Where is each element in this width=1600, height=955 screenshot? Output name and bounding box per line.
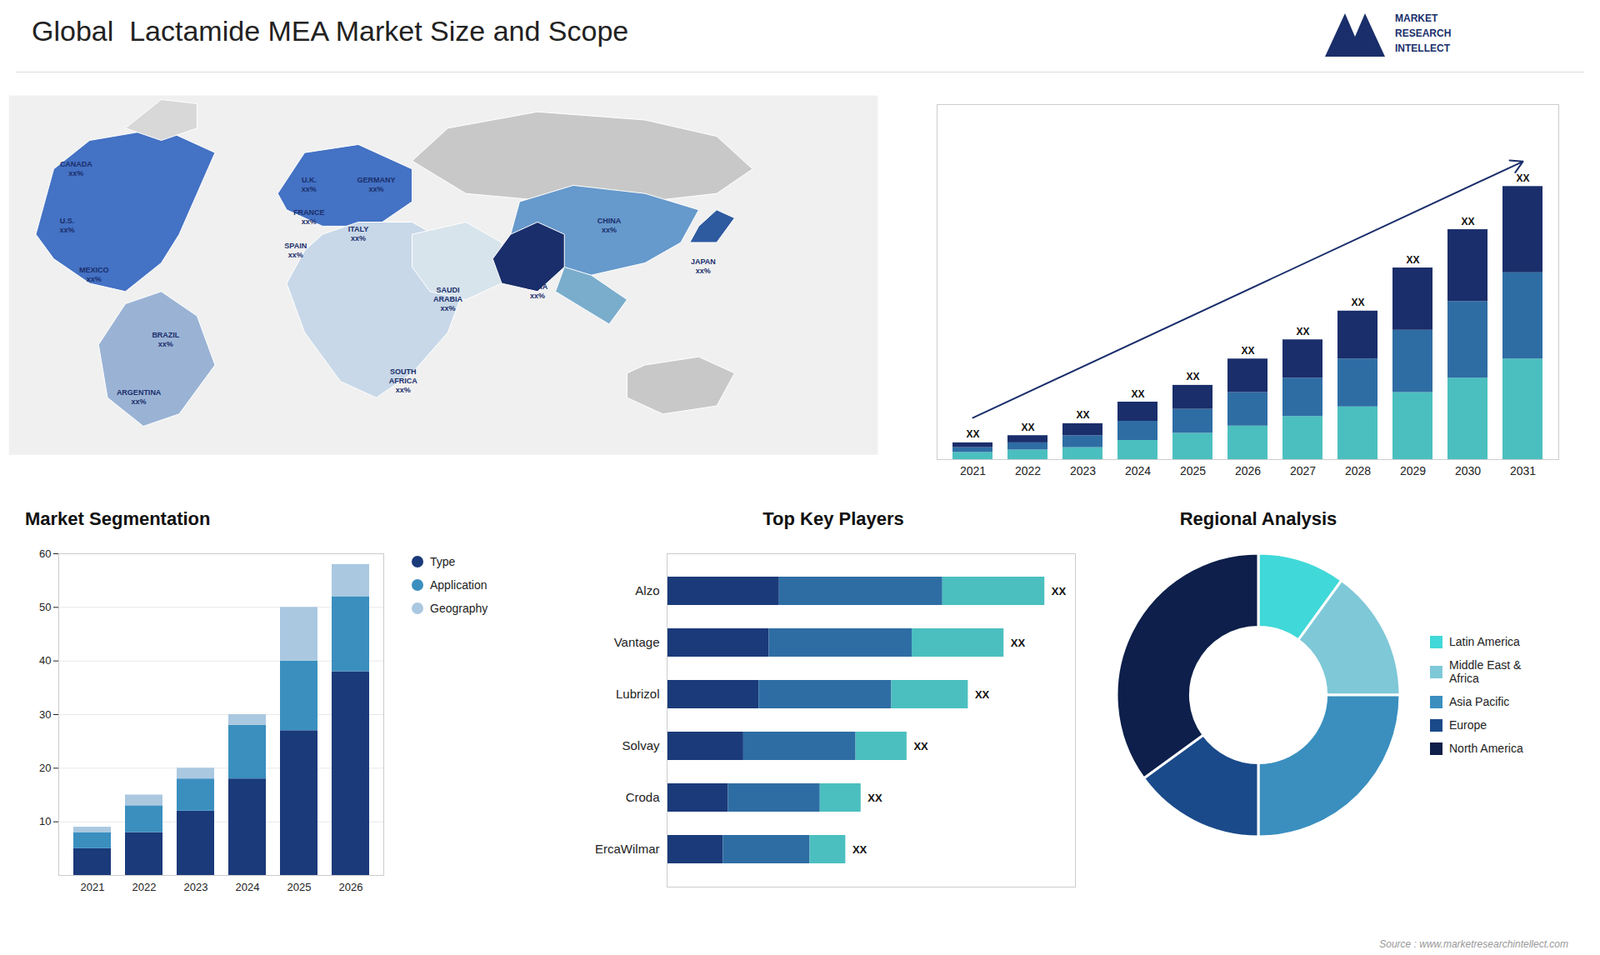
html-text:Application: Application <box>430 578 488 592</box>
svg-text:MARKET: MARKET <box>1395 12 1439 25</box>
svg-text:2028: 2028 <box>1345 464 1371 478</box>
html-text:Source : www.marketresearchint: Source : www.marketresearchintellect.com <box>1379 938 1569 950</box>
svg-text:JAPANxx%: JAPANxx% <box>690 257 716 275</box>
svg-text:20: 20 <box>39 761 51 775</box>
svg-text:XX: XX <box>1010 636 1026 650</box>
svg-text:2024: 2024 <box>1125 464 1151 478</box>
svg-text:XX: XX <box>1130 388 1145 400</box>
html-text:Global Lactamide MEA Market Si: Global Lactamide MEA Market Size and Sco… <box>31 15 629 47</box>
svg-text:XX: XX <box>1020 421 1035 434</box>
html-text:Europe: Europe <box>1449 718 1487 732</box>
svg-text:INTELLECT: INTELLECT <box>1395 42 1451 55</box>
svg-text:2022: 2022 <box>132 880 157 894</box>
svg-text:XX: XX <box>1185 370 1200 383</box>
svg-text:CANADAxx%: CANADAxx% <box>60 160 93 178</box>
svg-text:2023: 2023 <box>184 880 209 894</box>
svg-text:FRANCExx%: FRANCExx% <box>293 208 325 226</box>
svg-text:U.K.xx%: U.K.xx% <box>301 175 317 194</box>
html-text:Market Segmentation: Market Segmentation <box>25 508 211 530</box>
svg-text:GERMANYxx%: GERMANYxx% <box>356 175 395 194</box>
svg-text:ITALYxx%: ITALYxx% <box>348 225 370 243</box>
svg-text:2031: 2031 <box>1510 464 1536 478</box>
svg-text:2021: 2021 <box>80 880 105 894</box>
svg-text:MEXICOxx%: MEXICOxx% <box>79 265 110 284</box>
html-text:North America: North America <box>1449 741 1524 755</box>
svg-text:XX: XX <box>1075 409 1090 421</box>
html-text:Middle East & Africa: Middle East & Africa <box>1449 658 1522 685</box>
svg-text:RESEARCH: RESEARCH <box>1395 27 1451 40</box>
svg-text:40: 40 <box>39 654 51 667</box>
svg-text:XX: XX <box>1405 254 1420 266</box>
html-text:Geography: Geography <box>430 601 488 615</box>
svg-text:XX: XX <box>975 688 990 701</box>
svg-text:Vantage: Vantage <box>614 635 660 650</box>
svg-text:U.S.xx%: U.S.xx% <box>60 216 75 235</box>
svg-text:SPAINxx%: SPAINxx% <box>284 241 307 260</box>
svg-text:2027: 2027 <box>1290 464 1316 478</box>
svg-text:30: 30 <box>39 708 51 721</box>
svg-text:10: 10 <box>39 815 51 828</box>
svg-text:Lubrizol: Lubrizol <box>615 686 660 701</box>
svg-text:2022: 2022 <box>1015 464 1041 478</box>
svg-text:SAUDIARABIAxx%: SAUDIARABIAxx% <box>433 285 463 313</box>
svg-text:XX: XX <box>1460 215 1475 228</box>
svg-text:ARGENTINAxx%: ARGENTINAxx% <box>116 388 162 406</box>
svg-text:INDIAxx%: INDIAxx% <box>527 282 549 300</box>
svg-text:Solvay: Solvay <box>621 738 660 753</box>
html-text:Type: Type <box>430 555 456 569</box>
svg-text:SOUTHAFRICAxx%: SOUTHAFRICAxx% <box>389 367 418 395</box>
svg-text:2026: 2026 <box>1235 464 1261 478</box>
svg-text:2021: 2021 <box>960 464 986 478</box>
html-text:Asia Pacific: Asia Pacific <box>1449 695 1510 709</box>
svg-text:60: 60 <box>39 547 51 560</box>
svg-text:2029: 2029 <box>1400 464 1426 478</box>
svg-text:XX: XX <box>1350 296 1365 309</box>
html-text:Top Key Players: Top Key Players <box>762 508 904 530</box>
svg-text:ErcaWilmar: ErcaWilmar <box>595 841 660 856</box>
svg-text:XX: XX <box>1515 172 1530 185</box>
svg-text:2025: 2025 <box>1180 464 1206 478</box>
svg-text:2023: 2023 <box>1070 464 1096 478</box>
svg-text:XX: XX <box>867 791 883 805</box>
svg-text:XX: XX <box>1240 345 1255 357</box>
svg-text:Croda: Croda <box>625 790 661 805</box>
svg-text:BRAZILxx%: BRAZILxx% <box>151 330 180 349</box>
svg-text:XX: XX <box>965 428 980 440</box>
svg-text:2025: 2025 <box>287 880 312 894</box>
html-text:Latin America: Latin America <box>1449 635 1520 649</box>
html-text:Regional Analysis: Regional Analysis <box>1179 508 1337 530</box>
svg-text:CHINAxx%: CHINAxx% <box>597 216 622 235</box>
svg-text:XX: XX <box>1051 585 1067 598</box>
svg-text:2026: 2026 <box>339 880 364 894</box>
svg-text:2024: 2024 <box>235 880 260 894</box>
svg-text:50: 50 <box>39 600 51 614</box>
svg-text:Alzo: Alzo <box>635 583 660 598</box>
svg-text:XX: XX <box>913 740 929 753</box>
svg-text:XX: XX <box>852 843 868 856</box>
svg-text:2030: 2030 <box>1455 464 1481 478</box>
svg-text:XX: XX <box>1295 325 1310 338</box>
